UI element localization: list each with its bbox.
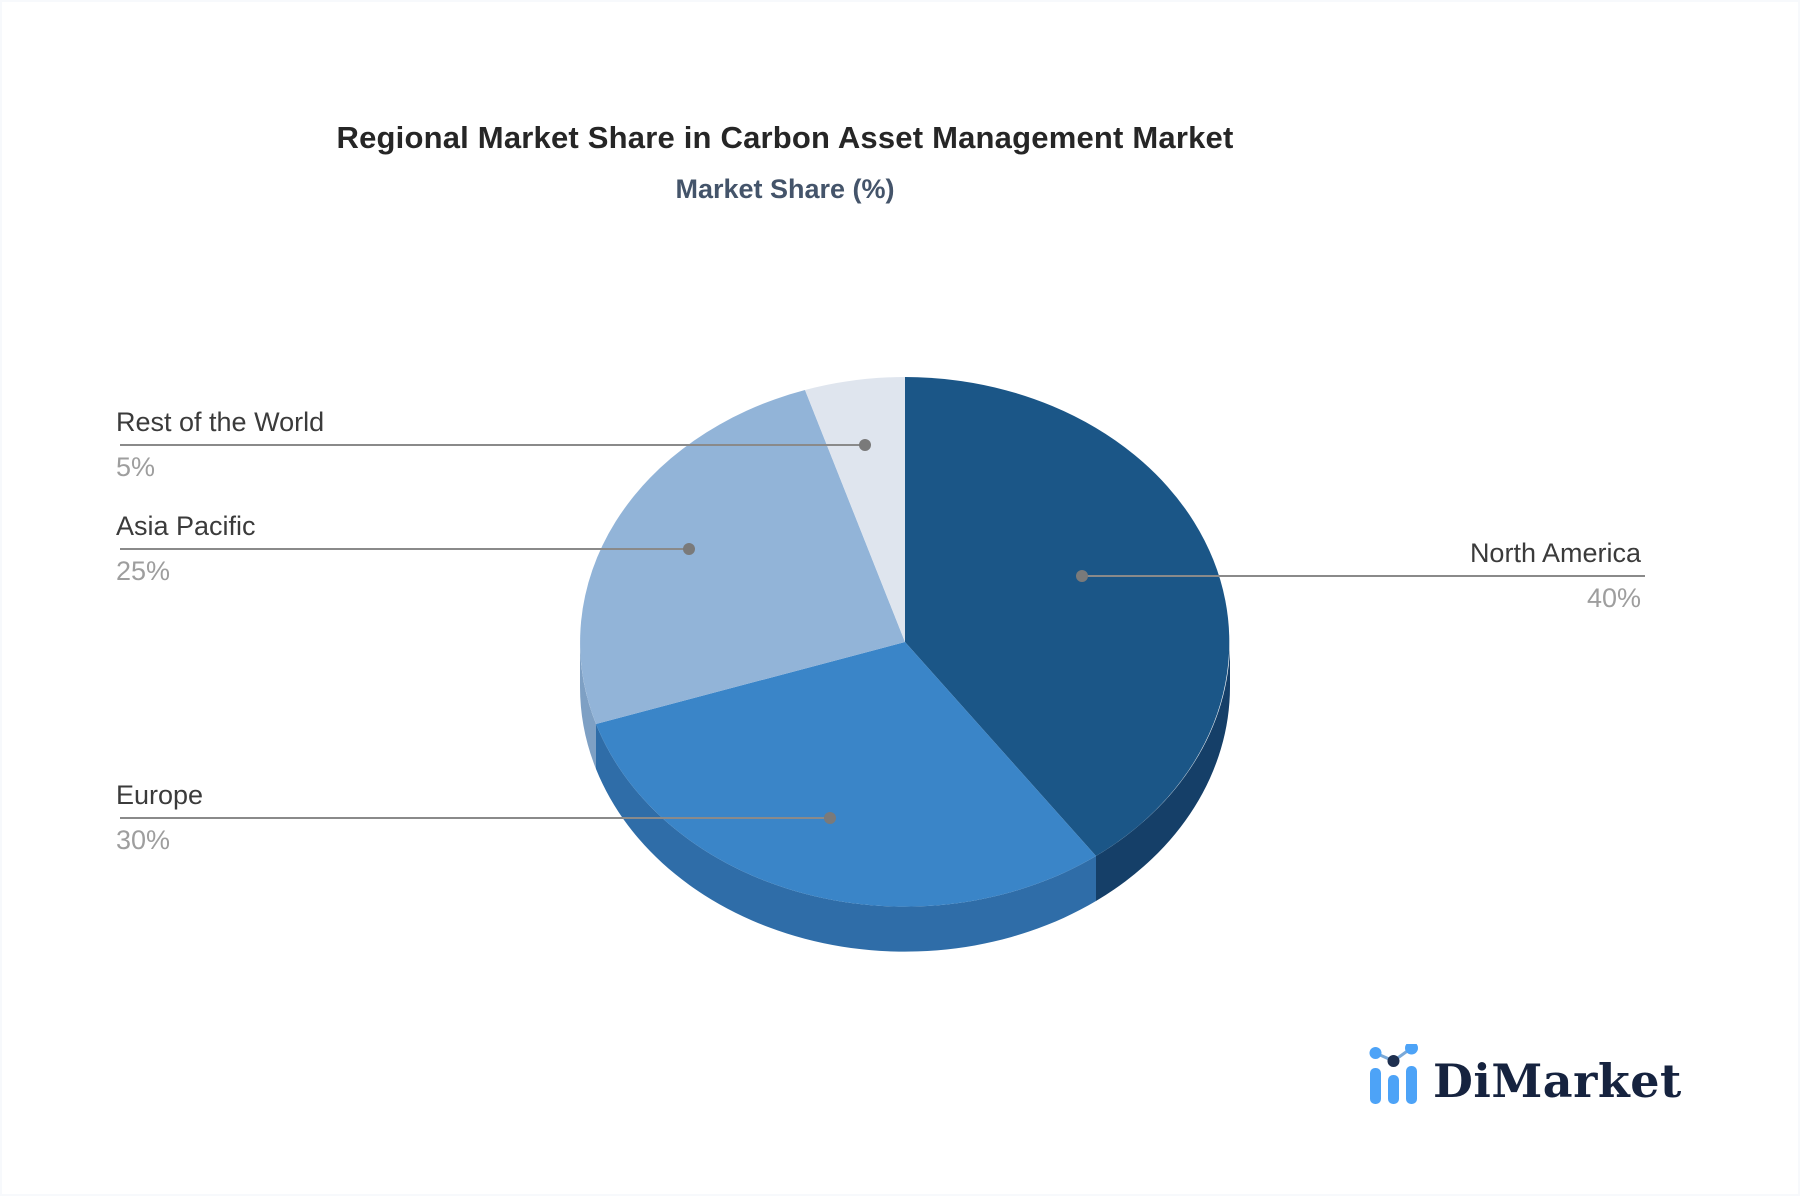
brand-logo-text: DiMarket: [1433, 1054, 1682, 1108]
pie-slice-asia-pacific: [580, 390, 905, 724]
leader-dot-asia-pacific: [683, 543, 695, 555]
callout-asia-pacific-value: 25%: [116, 556, 171, 586]
pie-depth-europe: [596, 724, 1096, 952]
chart-subtitle: Market Share (%): [675, 174, 895, 204]
callout-rest-of-world-value: 5%: [116, 452, 156, 482]
pie-slice-north-america: [905, 377, 1230, 856]
pie-slice-rest-of-world: [805, 377, 905, 642]
callout-rest-of-world-label: Rest of the World: [116, 407, 325, 437]
callout-north-america-label: North America: [1469, 538, 1641, 568]
callout-asia-pacific-label: Asia Pacific: [116, 511, 256, 541]
callout-asia-pacific-pct: 25%: [116, 558, 170, 585]
leader-dot-north-america: [1076, 570, 1088, 582]
leader-lines: [120, 444, 1645, 819]
pie-depth-north-america: [1096, 642, 1230, 901]
callout-europe: Europe: [116, 782, 203, 809]
leader-dot-rest-of-world: [859, 439, 871, 451]
leader-dots: [683, 439, 1088, 824]
callout-north-america-value: 40%: [1586, 583, 1641, 613]
callout-rest-of-world: Rest of the World: [116, 409, 324, 436]
title-block: Regional Market Share in Carbon Asset Ma…: [2, 120, 1568, 205]
chart-title: Regional Market Share in Carbon Asset Ma…: [336, 120, 1234, 155]
leader-dot-europe: [824, 812, 836, 824]
mini-bar-line-chart-icon: [1369, 1044, 1418, 1104]
callout-asia-pacific: Asia Pacific: [116, 513, 256, 540]
callout-north-america: North America: [1470, 540, 1641, 567]
callout-rest-of-world-pct: 5%: [116, 454, 155, 481]
brand-logo: DiMarket: [1369, 1044, 1682, 1104]
callout-europe-pct: 30%: [116, 827, 170, 854]
pie-slice-europe: [596, 642, 1096, 907]
callout-europe-label: Europe: [116, 780, 204, 810]
pie-depth-asia-pacific: [580, 642, 596, 769]
callout-europe-value: 30%: [116, 825, 171, 855]
callout-north-america-pct: 40%: [1587, 585, 1641, 612]
